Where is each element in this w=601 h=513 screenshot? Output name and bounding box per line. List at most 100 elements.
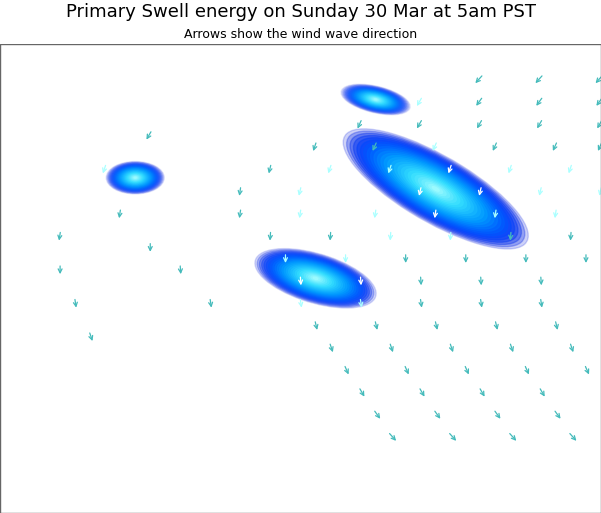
Ellipse shape bbox=[286, 264, 345, 292]
Ellipse shape bbox=[269, 255, 362, 302]
Ellipse shape bbox=[422, 180, 450, 198]
Ellipse shape bbox=[363, 94, 388, 105]
Ellipse shape bbox=[401, 167, 470, 211]
Ellipse shape bbox=[371, 147, 501, 231]
Ellipse shape bbox=[307, 274, 325, 283]
Ellipse shape bbox=[370, 97, 381, 102]
Ellipse shape bbox=[313, 277, 318, 280]
Ellipse shape bbox=[349, 88, 403, 111]
Ellipse shape bbox=[388, 158, 484, 220]
Ellipse shape bbox=[284, 263, 347, 294]
Ellipse shape bbox=[364, 94, 387, 105]
Ellipse shape bbox=[295, 268, 336, 288]
Ellipse shape bbox=[367, 145, 504, 233]
Ellipse shape bbox=[344, 85, 407, 113]
Ellipse shape bbox=[116, 167, 154, 188]
Ellipse shape bbox=[257, 250, 374, 307]
Ellipse shape bbox=[260, 251, 371, 306]
Ellipse shape bbox=[134, 177, 136, 179]
Ellipse shape bbox=[361, 140, 511, 238]
Ellipse shape bbox=[115, 166, 156, 189]
Ellipse shape bbox=[121, 170, 149, 186]
Ellipse shape bbox=[270, 256, 361, 300]
Text: Primary Swell energy on Sunday 30 Mar at 5am PST: Primary Swell energy on Sunday 30 Mar at… bbox=[66, 3, 535, 21]
Ellipse shape bbox=[255, 249, 376, 308]
Ellipse shape bbox=[398, 165, 474, 213]
Ellipse shape bbox=[374, 99, 377, 100]
Ellipse shape bbox=[132, 176, 138, 180]
Ellipse shape bbox=[372, 98, 379, 101]
Ellipse shape bbox=[112, 165, 157, 190]
Ellipse shape bbox=[108, 162, 163, 193]
Ellipse shape bbox=[391, 160, 480, 218]
Ellipse shape bbox=[261, 252, 370, 305]
Ellipse shape bbox=[124, 172, 146, 184]
Ellipse shape bbox=[415, 175, 456, 202]
Ellipse shape bbox=[360, 93, 391, 106]
Ellipse shape bbox=[373, 98, 378, 101]
Ellipse shape bbox=[120, 169, 150, 186]
Ellipse shape bbox=[345, 86, 406, 113]
Ellipse shape bbox=[350, 133, 522, 245]
Ellipse shape bbox=[353, 89, 398, 110]
Ellipse shape bbox=[395, 162, 477, 215]
Ellipse shape bbox=[347, 131, 525, 247]
Ellipse shape bbox=[364, 142, 508, 235]
Ellipse shape bbox=[354, 90, 397, 109]
Ellipse shape bbox=[357, 138, 514, 240]
Ellipse shape bbox=[123, 171, 147, 184]
Ellipse shape bbox=[133, 176, 138, 179]
Ellipse shape bbox=[112, 165, 159, 191]
Ellipse shape bbox=[346, 87, 405, 112]
Ellipse shape bbox=[302, 272, 329, 285]
Ellipse shape bbox=[418, 178, 453, 200]
Ellipse shape bbox=[291, 266, 340, 290]
Ellipse shape bbox=[275, 259, 356, 298]
Ellipse shape bbox=[384, 155, 487, 222]
Ellipse shape bbox=[111, 164, 160, 191]
Ellipse shape bbox=[311, 276, 320, 281]
Ellipse shape bbox=[356, 91, 395, 108]
Ellipse shape bbox=[127, 173, 142, 182]
Ellipse shape bbox=[381, 153, 490, 225]
Ellipse shape bbox=[368, 96, 383, 103]
Ellipse shape bbox=[297, 269, 334, 287]
Ellipse shape bbox=[426, 182, 446, 195]
Ellipse shape bbox=[264, 253, 367, 304]
Ellipse shape bbox=[106, 162, 164, 194]
Ellipse shape bbox=[129, 174, 142, 181]
Ellipse shape bbox=[429, 185, 442, 193]
Ellipse shape bbox=[126, 172, 145, 183]
Ellipse shape bbox=[408, 171, 463, 207]
Ellipse shape bbox=[278, 260, 353, 297]
Ellipse shape bbox=[273, 258, 358, 299]
Ellipse shape bbox=[358, 92, 394, 107]
Ellipse shape bbox=[374, 149, 498, 229]
Ellipse shape bbox=[282, 262, 349, 295]
Ellipse shape bbox=[341, 84, 410, 115]
Ellipse shape bbox=[353, 135, 518, 242]
Ellipse shape bbox=[131, 175, 139, 180]
Ellipse shape bbox=[300, 270, 331, 286]
Ellipse shape bbox=[405, 169, 466, 209]
Ellipse shape bbox=[367, 95, 385, 104]
Ellipse shape bbox=[347, 87, 404, 112]
Ellipse shape bbox=[109, 163, 161, 192]
Ellipse shape bbox=[118, 168, 153, 187]
Ellipse shape bbox=[343, 85, 409, 114]
Ellipse shape bbox=[304, 273, 327, 284]
Ellipse shape bbox=[293, 267, 338, 289]
Ellipse shape bbox=[279, 261, 352, 296]
Ellipse shape bbox=[123, 170, 148, 185]
Text: Arrows show the wind wave direction: Arrows show the wind wave direction bbox=[184, 28, 417, 42]
Ellipse shape bbox=[119, 169, 151, 187]
Ellipse shape bbox=[355, 90, 396, 109]
Ellipse shape bbox=[288, 265, 343, 291]
Ellipse shape bbox=[127, 173, 144, 183]
Ellipse shape bbox=[432, 187, 439, 191]
Ellipse shape bbox=[412, 173, 460, 205]
Ellipse shape bbox=[343, 129, 528, 249]
Ellipse shape bbox=[114, 166, 157, 190]
Ellipse shape bbox=[365, 95, 386, 104]
Ellipse shape bbox=[362, 93, 389, 106]
